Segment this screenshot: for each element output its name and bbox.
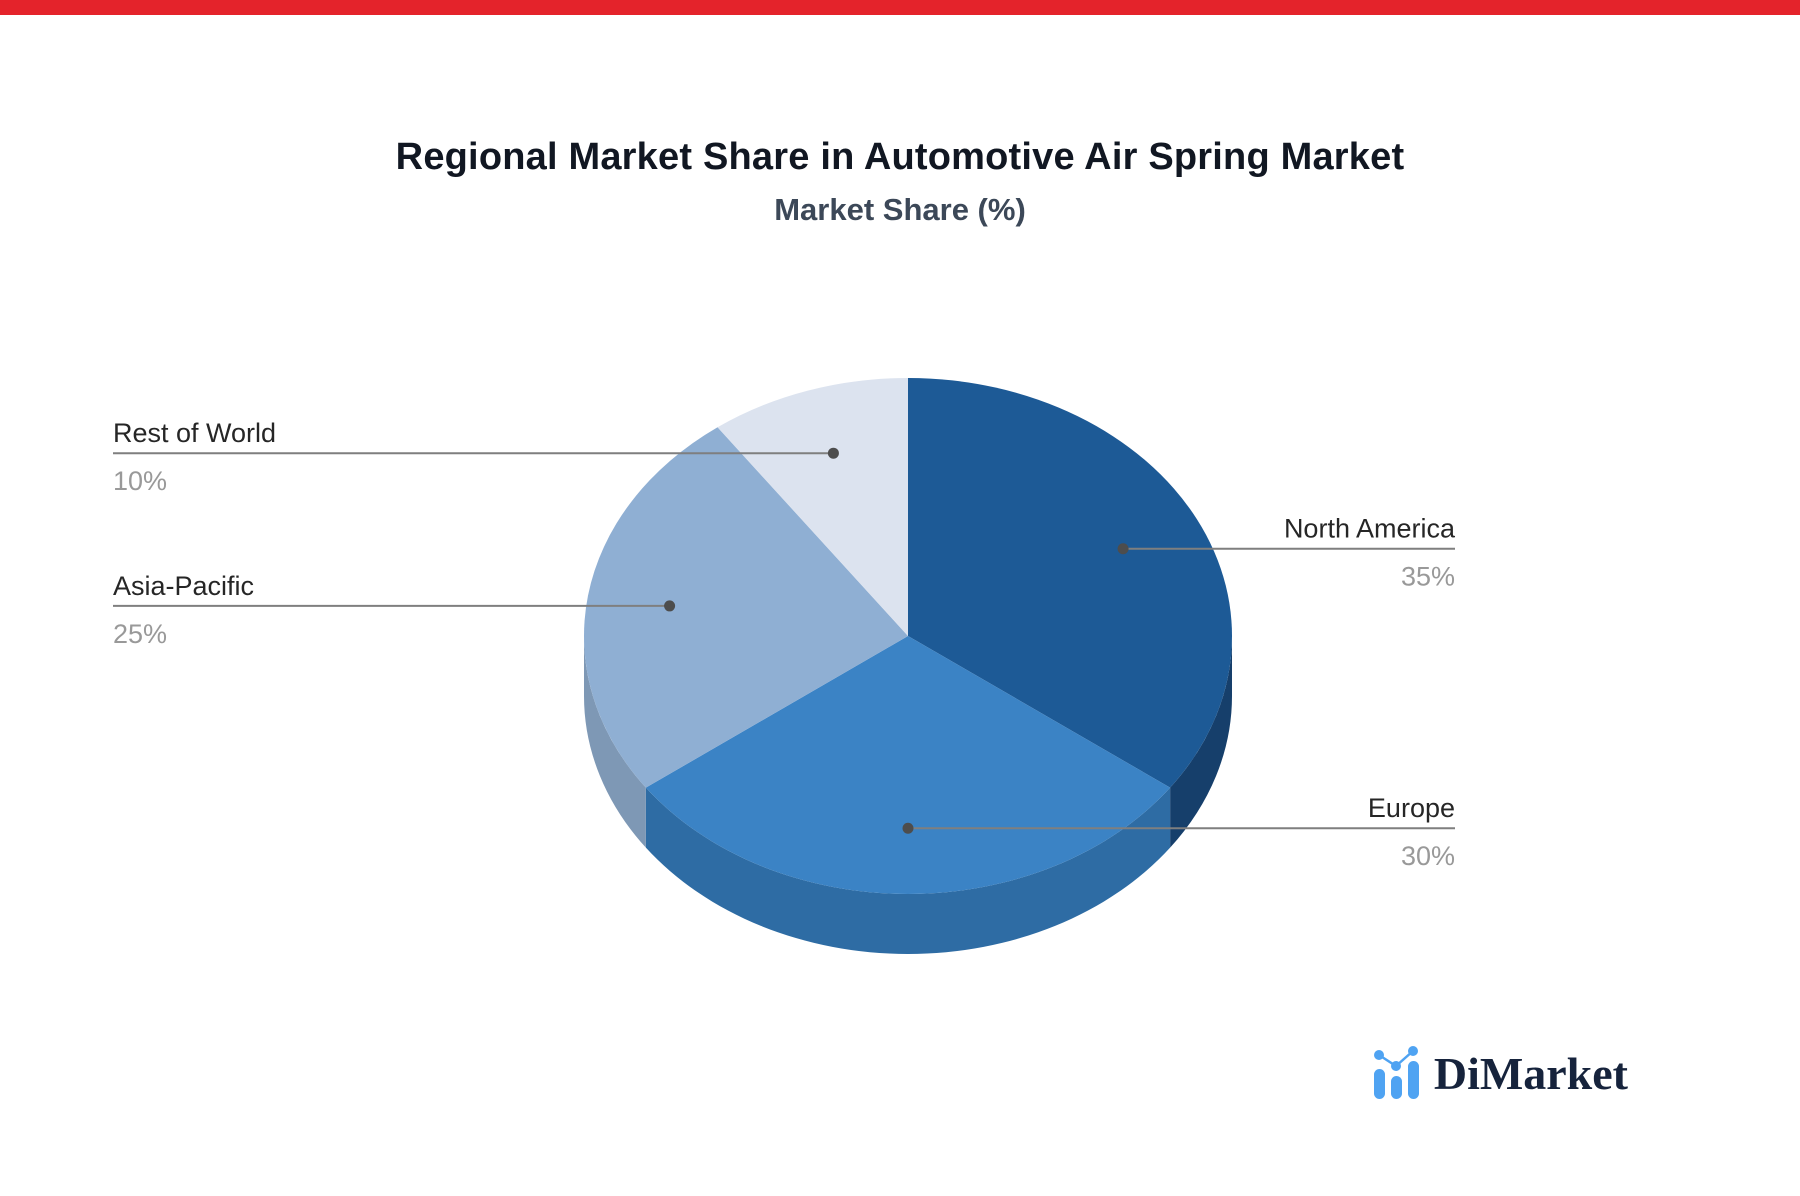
chart-title: Regional Market Share in Automotive Air … [395, 136, 1405, 178]
top-accent-bar [0, 0, 1800, 15]
slice-label-rest-of-world: Rest of World [113, 418, 276, 448]
pie-slice-side-north-america [1170, 636, 1232, 848]
leader-dot-asia-pacific [664, 600, 676, 612]
slice-label-asia-pacific: Asia-Pacific [113, 571, 254, 601]
pie-slice-europe[interactable] [645, 636, 1171, 895]
slice-value-rest-of-world: 10% [113, 466, 167, 496]
leader-dot-europe [902, 822, 914, 834]
slice-value-asia-pacific: 25% [113, 619, 167, 649]
leader-dot-north-america [1117, 543, 1129, 555]
slice-label-europe: Europe [1368, 793, 1455, 823]
pie-slice-asia-pacific[interactable] [584, 427, 908, 788]
pie-slice-side-asia-pacific [584, 636, 646, 848]
pie-slice-north-america[interactable] [908, 378, 1232, 788]
logo-icon-dot [1373, 1050, 1384, 1060]
pie-slice-side-europe [645, 787, 1171, 955]
logo-icon-bar [1390, 1076, 1402, 1099]
slice-label-north-america: North America [1284, 514, 1456, 544]
slice-value-europe: 30% [1401, 841, 1455, 871]
logo-icon-bar [1373, 1069, 1385, 1099]
slice-value-north-america: 35% [1401, 562, 1455, 592]
logo-icon-bar [1407, 1061, 1419, 1099]
brand-logo-text: DiMarket [1433, 1048, 1628, 1099]
brand-logo: DiMarket [1372, 1042, 1628, 1106]
leader-dot-rest-of-world [827, 447, 839, 459]
chart-subtitle: Market Share (%) [774, 192, 1026, 227]
bar-line-chart-icon [1372, 1045, 1420, 1103]
logo-icon-dot [1390, 1061, 1401, 1071]
logo-icon-dot [1407, 1046, 1418, 1056]
pie-slice-rest-of-world[interactable] [717, 378, 908, 636]
